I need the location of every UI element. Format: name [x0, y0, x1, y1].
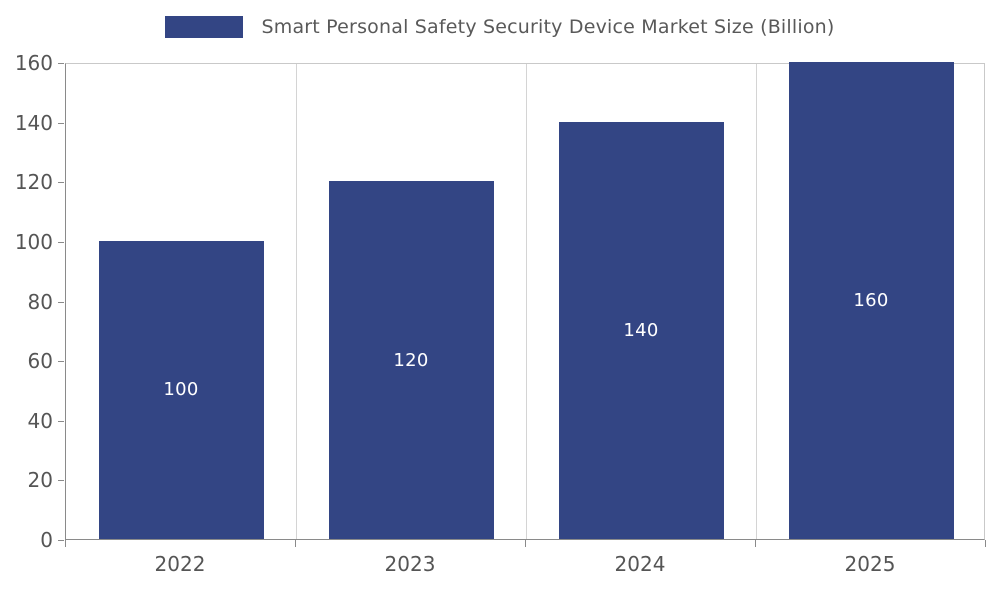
bar-value-label: 140 — [623, 319, 659, 341]
legend: Smart Personal Safety Security Device Ma… — [0, 16, 1000, 38]
y-tick-label: 100 — [14, 229, 53, 254]
bar-value-label: 120 — [393, 349, 429, 371]
y-tick-label: 160 — [14, 51, 53, 75]
x-tick-label-2025: 2025 — [844, 552, 896, 576]
x-tick-label-2022: 2022 — [154, 552, 206, 576]
y-tick-mark — [58, 420, 64, 422]
bar-2025: 160 — [788, 62, 954, 539]
x-tick-label-2023: 2023 — [384, 552, 436, 576]
y-tick-label: 40 — [27, 408, 53, 433]
legend-label: Smart Personal Safety Security Device Ma… — [261, 16, 835, 38]
y-tick-label: 60 — [27, 349, 53, 374]
y-tick-label: 20 — [27, 468, 53, 493]
y-tick-mark — [58, 361, 64, 363]
y-tick-mark — [58, 540, 64, 541]
x-tick-mark — [525, 540, 526, 547]
gridline-vertical — [526, 64, 527, 539]
x-tick-label-2024: 2024 — [614, 552, 666, 576]
gridline-vertical — [296, 64, 297, 539]
bar-2023: 120 — [328, 181, 494, 539]
y-tick-label: 0 — [40, 528, 53, 552]
y-tick-label: 120 — [14, 170, 53, 195]
y-tick-mark — [58, 480, 64, 482]
y-tick-mark — [58, 122, 64, 124]
y-tick-mark — [58, 301, 64, 303]
y-tick-mark — [58, 63, 64, 64]
x-tick-mark — [985, 540, 986, 547]
bar-value-label: 100 — [163, 379, 199, 401]
gridline-vertical — [756, 64, 757, 539]
y-tick-mark — [58, 241, 64, 243]
plot-area: 100 120 140 160 — [65, 62, 985, 540]
y-tick-mark — [58, 182, 64, 184]
legend-swatch — [165, 16, 244, 38]
x-tick-mark — [755, 540, 756, 547]
y-tick-label: 140 — [14, 110, 53, 135]
bar-value-label: 160 — [853, 290, 889, 311]
bar-2022: 100 — [98, 240, 264, 539]
x-tick-mark — [295, 540, 296, 547]
x-tick-mark — [65, 540, 66, 547]
bar-2024: 140 — [558, 121, 724, 539]
y-tick-label: 80 — [27, 289, 53, 314]
